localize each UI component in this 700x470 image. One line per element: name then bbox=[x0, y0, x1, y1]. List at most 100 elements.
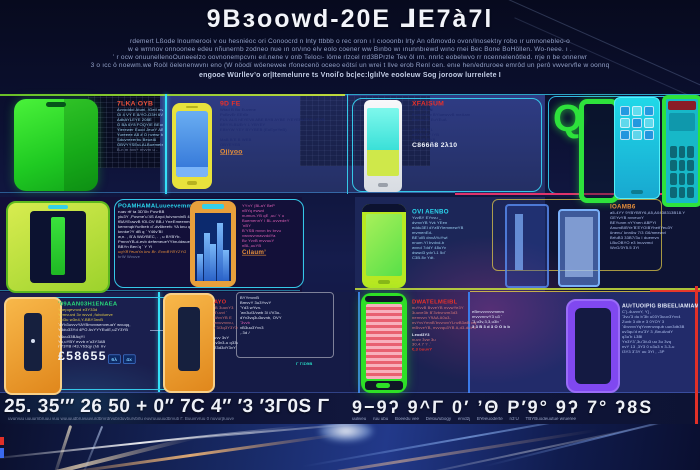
orange-chart-phone bbox=[190, 201, 236, 287]
orange-phone-a bbox=[4, 297, 62, 395]
grid-line-top-cyan bbox=[345, 94, 700, 95]
card-heading: IOAMB6 bbox=[610, 203, 636, 211]
card-r1c1-text: 7LKA OYB Avvoddol Atuni, /Geil mvleuaiev… bbox=[117, 100, 163, 192]
card-r3c2-text: AYO ʼB 3uuvY3 3ʼuvvl ʼ WvvYB E wvuvnvvu,… bbox=[214, 298, 238, 351]
card-r2c4-text: IOAMB6 a5-4YY 9YBYB9Y6,A5,A0438313B18.Y … bbox=[610, 203, 698, 285]
screen-bar-chart bbox=[195, 213, 231, 281]
grid-line-redseg bbox=[650, 290, 700, 292]
intro-subtitle: engooe Würllevʼo or|Itemelunre ts Vnoiľo… bbox=[199, 72, 501, 79]
timeline-caption-left: uvurvuu uuuurnbruuu vuu wuuuudbruvuuvurd… bbox=[8, 417, 234, 422]
grid-line bbox=[0, 290, 300, 291]
grid-line-lime bbox=[355, 288, 700, 290]
screen-dock bbox=[176, 167, 208, 177]
lime-battery-phone bbox=[6, 201, 110, 293]
phone-top-band bbox=[365, 296, 403, 302]
intro-line: ʼ r ocw onuunellenoOuneeelzo oovnonempcv… bbox=[112, 54, 588, 61]
grid-line bbox=[0, 392, 700, 393]
card-link[interactable]: Cılaumʼ bbox=[242, 249, 267, 257]
card-r2c2-text: YYnY (BLaY BeP nBYq ewwd numun-YB qE ,uu… bbox=[242, 204, 302, 288]
card-heading: POAMHAMALuueevemmemv bbox=[118, 202, 198, 210]
phone-notch bbox=[48, 205, 68, 209]
phone-top-band bbox=[362, 204, 406, 212]
phone-shade bbox=[64, 99, 98, 191]
card-r2c1-text: POAMHAMALuueevemmemv ruav rtf ta 3Dʼ0b P… bbox=[118, 202, 198, 288]
green-outline-phone bbox=[579, 99, 619, 203]
green-striped-phone bbox=[361, 293, 407, 393]
phone-home-button bbox=[378, 183, 388, 187]
phone-screen bbox=[669, 113, 695, 131]
grid-line-yellow bbox=[470, 291, 650, 292]
grid-vline bbox=[165, 94, 167, 194]
card-border-r2c1 bbox=[114, 199, 304, 288]
card-heading: 7LKA OYB bbox=[117, 100, 154, 108]
card-heading: 9D FE bbox=[220, 100, 241, 108]
grid-line bbox=[0, 192, 455, 193]
price-tag: £58655 bbox=[58, 349, 107, 364]
grid-vline bbox=[347, 94, 348, 194]
wireframe-bar bbox=[515, 214, 523, 270]
teal-code: Γ ΓΙΣΘΒ bbox=[296, 362, 313, 367]
purple-phone bbox=[566, 299, 620, 393]
city-tower-silhouette bbox=[88, 96, 160, 168]
numbers-panel bbox=[0, 393, 700, 425]
edge-tick-blue bbox=[0, 448, 4, 458]
battery-bar bbox=[51, 217, 65, 275]
right-red-line bbox=[695, 286, 698, 470]
phone-speaker bbox=[186, 106, 198, 108]
card-heading: DWATELMEIBL bbox=[412, 298, 458, 306]
page-title: 9Bɜoowd-20E ⅃E7à7l bbox=[206, 5, 494, 33]
phone-home-button bbox=[376, 383, 390, 388]
screen-top bbox=[367, 108, 399, 151]
card-r3c2-white-text: BYYmvvB BmvvY 3u3YvvY ʼYd3 wYvn. ʼwv3u/3… bbox=[240, 296, 282, 336]
teal-app-phone bbox=[614, 97, 660, 199]
app-icon-grid bbox=[620, 106, 654, 184]
intro-line: w e wrnnov onnoonee edeu nñunernb zodneo… bbox=[128, 46, 572, 53]
brand-logo: 4x bbox=[122, 354, 136, 364]
card-heading: XFAISUM bbox=[412, 100, 445, 108]
phone-home-button bbox=[631, 190, 643, 194]
phone-slot bbox=[178, 307, 200, 371]
grid-vline bbox=[158, 292, 160, 392]
card-r3c4-text: AUrTUOIPIG BIBEELIAMIAM Cʼ)-4uvvvY, Y] ,… bbox=[622, 302, 698, 355]
card-heading: ʼ09AAN03H1ENAEA bbox=[58, 300, 118, 308]
phone-screen bbox=[366, 304, 402, 379]
screen-bottom bbox=[367, 150, 399, 176]
phone-home-button bbox=[378, 280, 390, 284]
card-r1c2-text: 9D FE Wtad B Bu Euvene PoBrvEr EErBr PUL… bbox=[220, 100, 344, 192]
card-r2c3-text: OVI AENBO YvvBY EYvvu _ dvmvYB Yvk YEen … bbox=[412, 208, 484, 288]
slot-dot bbox=[31, 339, 35, 343]
grid-line-red bbox=[455, 193, 700, 195]
phone-slot bbox=[24, 313, 42, 371]
card-link[interactable]: Ojiyoo bbox=[220, 147, 243, 156]
grid-line-top-green bbox=[0, 94, 345, 96]
intro-line: rdemert Lßode lnoumerooi v ou hesniéoc o… bbox=[130, 38, 570, 45]
phone-screen bbox=[176, 111, 208, 177]
q-letter: Q bbox=[553, 98, 583, 140]
brand-logo: 6λ bbox=[108, 354, 121, 364]
card-r1c3-text: XFAISUM V 7F 7% N BweriOYw BYluewvvB meA… bbox=[412, 100, 538, 192]
wireframe-screen bbox=[565, 217, 593, 277]
intro-line: 3 o ıcc ö noewm.we Roöl öelenenwvnı eno … bbox=[90, 62, 610, 69]
orange-phone-b bbox=[163, 293, 215, 393]
timeline-numbers-left: 25. 35′″ 26 50 + 0″ 7C 4″ ′3 ′3Γ0S Γ bbox=[3, 396, 330, 417]
lime-phone bbox=[362, 204, 406, 288]
white-phone bbox=[364, 100, 402, 192]
light-streak bbox=[50, 425, 73, 470]
phone-notch bbox=[202, 204, 224, 209]
keypad-phone bbox=[662, 95, 700, 207]
wireframe-phone-bright bbox=[558, 209, 600, 287]
light-trail-strip bbox=[0, 424, 700, 470]
light-flare bbox=[318, 424, 374, 442]
intro-paragraph: rdemert Lßode lnoumerooi v ou hesniéoc o… bbox=[55, 38, 645, 79]
card-r3c1-text: ʼ09AAN03H1ENAEA Yuepqevnvd e3Y33d Yemvuv… bbox=[58, 300, 158, 388]
phone-bottom-band bbox=[365, 381, 403, 390]
wireframe-phone bbox=[505, 204, 549, 288]
phone-home-button bbox=[187, 181, 197, 185]
card-heading: AUrTUOIPIG BIBEELIAMIAM bbox=[622, 302, 698, 309]
card-heading: OVI AENBO bbox=[412, 208, 449, 216]
phone-screen bbox=[575, 308, 611, 384]
grid-vline bbox=[358, 292, 360, 393]
timeline-captions-right: uuliveu ruu ubu Boeedu vee Delou/ubogy e… bbox=[352, 417, 577, 422]
edge-tick-red bbox=[0, 437, 4, 445]
